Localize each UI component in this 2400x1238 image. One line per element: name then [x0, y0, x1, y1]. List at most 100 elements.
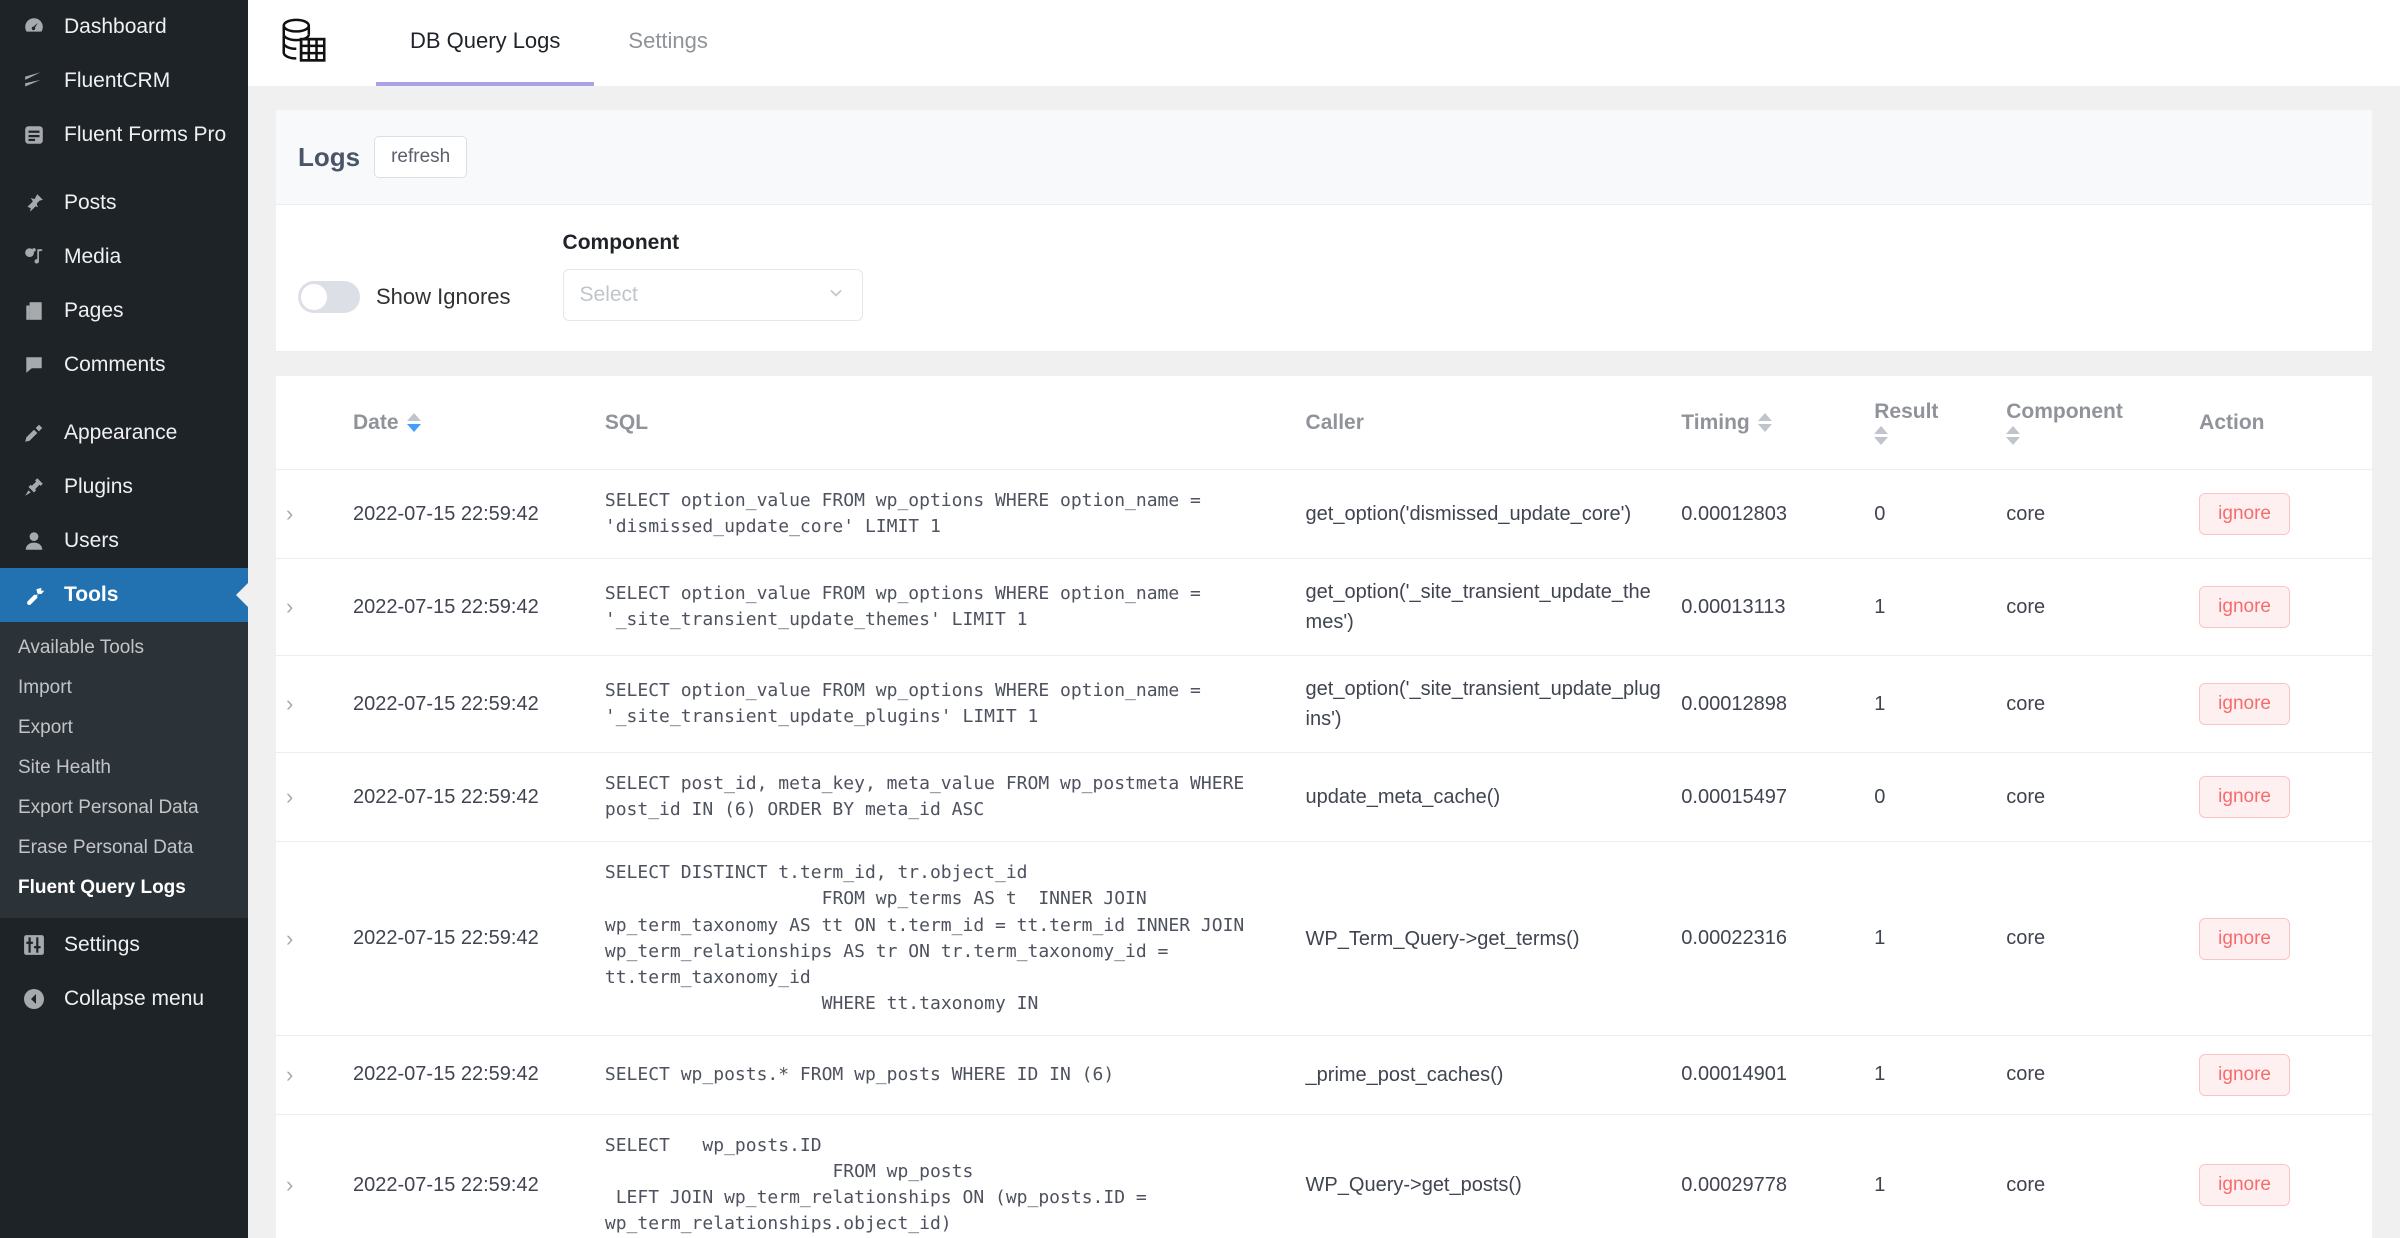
sidebar-item-pages[interactable]: Pages	[0, 284, 248, 338]
table-col-component[interactable]: Component	[1996, 376, 2190, 470]
ignore-button[interactable]: ignore	[2199, 917, 2290, 960]
sidebar-item-fluent-forms-pro[interactable]: Fluent Forms Pro	[0, 108, 248, 162]
sidebar-collapse-menu[interactable]: Collapse menu	[0, 972, 248, 1026]
refresh-button[interactable]: refresh	[374, 136, 468, 178]
row-expand-cell[interactable]: ›	[276, 655, 344, 754]
row-timing: 0.00013113	[1671, 558, 1865, 657]
sidebar-item-plugins[interactable]: Plugins	[0, 460, 248, 514]
table-col-date[interactable]: Date	[343, 376, 595, 470]
sidebar-item-comments[interactable]: Comments	[0, 338, 248, 392]
row-action[interactable]: ignore	[2189, 1035, 2372, 1115]
ignore-button[interactable]: ignore	[2199, 1053, 2290, 1096]
sidebar-item-settings[interactable]: Settings	[0, 918, 248, 972]
sort-toggle-date[interactable]	[406, 413, 421, 432]
submenu-item-export[interactable]: Export	[18, 717, 73, 738]
sort-asc-icon	[406, 413, 421, 421]
table-row[interactable]: › 2022-07-15 22:59:42 SELECT option_value …	[276, 655, 2372, 754]
fluentcrm-icon	[18, 70, 50, 92]
row-action[interactable]: ignore	[2189, 752, 2372, 843]
sidebar-item-fluentcrm[interactable]: FluentCRM	[0, 54, 248, 108]
row-date: 2022-07-15 22:59:42	[343, 752, 595, 843]
sidebar-item-dashboard[interactable]: Dashboard	[0, 0, 248, 54]
chevron-right-icon[interactable]: ›	[286, 784, 294, 810]
component-select-placeholder: Select	[579, 283, 638, 306]
row-expand-cell[interactable]: ›	[276, 469, 344, 560]
component-select[interactable]: Select	[562, 269, 863, 321]
sort-asc-icon	[2006, 426, 2021, 434]
app-topbar: DB Query Logs Settings	[248, 0, 2400, 86]
sort-asc-icon	[1874, 426, 1889, 434]
submenu-item-available-tools[interactable]: Available Tools	[18, 637, 145, 658]
submenu-item-import[interactable]: Import	[18, 677, 72, 698]
plugin-icon	[18, 476, 50, 498]
wrench-icon	[18, 584, 50, 606]
sort-desc-icon	[406, 424, 421, 432]
row-result: 0	[1864, 469, 1997, 560]
chevron-right-icon[interactable]: ›	[286, 1061, 294, 1087]
row-expand-cell[interactable]: ›	[276, 841, 344, 1036]
chevron-right-icon[interactable]: ›	[286, 925, 294, 951]
sort-toggle-component[interactable]	[2006, 426, 2021, 445]
row-action[interactable]: ignore	[2189, 469, 2372, 560]
tab-bar: DB Query Logs Settings	[376, 0, 742, 86]
row-action[interactable]: ignore	[2189, 655, 2372, 754]
row-sql: SELECT option_value FROM wp_options WHER…	[594, 655, 1296, 754]
query-logs-table: Date SQL Caller Timing Result Component Action…	[276, 376, 2372, 1238]
pin-icon	[18, 192, 50, 214]
sidebar-item-posts[interactable]: Posts	[0, 176, 248, 230]
row-date: 2022-07-15 22:59:42	[343, 469, 595, 560]
row-sql: SELECT wp_posts.* FROM wp_posts WHERE ID…	[594, 1035, 1296, 1115]
table-row[interactable]: › 2022-07-15 22:59:42 SELECT post_id, meta…	[276, 752, 2372, 843]
table-row[interactable]: › 2022-07-15 22:59:42 SELECT DISTINCT t.te…	[276, 841, 2372, 1036]
table-head: Date SQL Caller Timing Result Component Action	[276, 376, 2372, 470]
sidebar-item-appearance[interactable]: Appearance	[0, 406, 248, 460]
submenu-item-fluent-query-logs[interactable]: Fluent Query Logs	[18, 877, 186, 898]
row-expand-cell[interactable]: ›	[276, 1114, 344, 1238]
sort-toggle-timing[interactable]	[1757, 413, 1772, 432]
row-action[interactable]: ignore	[2189, 558, 2372, 657]
table-row[interactable]: › 2022-07-15 22:59:42 SELECT wp_posts.* FR…	[276, 1035, 2372, 1115]
show-ignores-toggle-group[interactable]: Show Ignores	[298, 281, 511, 321]
sort-toggle-result[interactable]	[1874, 426, 1889, 445]
row-result: 1	[1864, 1114, 1997, 1238]
show-ignores-toggle[interactable]	[298, 281, 360, 313]
show-ignores-label: Show Ignores	[376, 284, 511, 309]
ignore-button[interactable]: ignore	[2199, 776, 2290, 819]
table-row[interactable]: › 2022-07-15 22:59:42 SELECT wp_posts.ID F…	[276, 1114, 2372, 1238]
tab-settings[interactable]: Settings	[628, 28, 708, 53]
row-caller: get_option('_site_transient_update_theme…	[1295, 558, 1672, 657]
table-row[interactable]: › 2022-07-15 22:59:42 SELECT option_value …	[276, 469, 2372, 560]
row-result: 1	[1864, 1035, 1997, 1115]
ignore-button[interactable]: ignore	[2199, 493, 2290, 536]
sort-desc-icon	[1874, 437, 1889, 445]
sidebar-item-users[interactable]: Users	[0, 514, 248, 568]
row-component: core	[1996, 558, 2190, 657]
table-col-expand	[276, 376, 344, 470]
table-row[interactable]: › 2022-07-15 22:59:42 SELECT option_value …	[276, 558, 2372, 657]
row-action[interactable]: ignore	[2189, 841, 2372, 1036]
submenu-item-erase-personal-data[interactable]: Erase Personal Data	[18, 837, 194, 858]
sort-desc-icon	[2006, 437, 2021, 445]
row-result: 1	[1864, 558, 1997, 657]
ignore-button[interactable]: ignore	[2199, 683, 2290, 726]
row-expand-cell[interactable]: ›	[276, 558, 344, 657]
ignore-button[interactable]: ignore	[2199, 1164, 2290, 1207]
sidebar-item-media[interactable]: Media	[0, 230, 248, 284]
sidebar-item-tools[interactable]: Tools	[0, 568, 248, 622]
chevron-right-icon[interactable]: ›	[286, 1172, 294, 1198]
submenu-item-export-personal-data[interactable]: Export Personal Data	[18, 797, 199, 818]
row-expand-cell[interactable]: ›	[276, 752, 344, 843]
row-expand-cell[interactable]: ›	[276, 1035, 344, 1115]
collapse-arrow-icon	[18, 987, 50, 1011]
chevron-right-icon[interactable]: ›	[286, 594, 294, 620]
ignore-button[interactable]: ignore	[2199, 586, 2290, 629]
table-col-timing[interactable]: Timing	[1671, 376, 1865, 470]
row-action[interactable]: ignore	[2189, 1114, 2372, 1238]
submenu-item-site-health[interactable]: Site Health	[18, 757, 111, 778]
chevron-right-icon[interactable]: ›	[286, 691, 294, 717]
row-component: core	[1996, 752, 2190, 843]
chevron-right-icon[interactable]: ›	[286, 501, 294, 527]
table-col-result[interactable]: Result	[1864, 376, 1997, 470]
tab-db-query-logs[interactable]: DB Query Logs	[376, 0, 595, 86]
table-col-label: SQL	[604, 410, 649, 434]
